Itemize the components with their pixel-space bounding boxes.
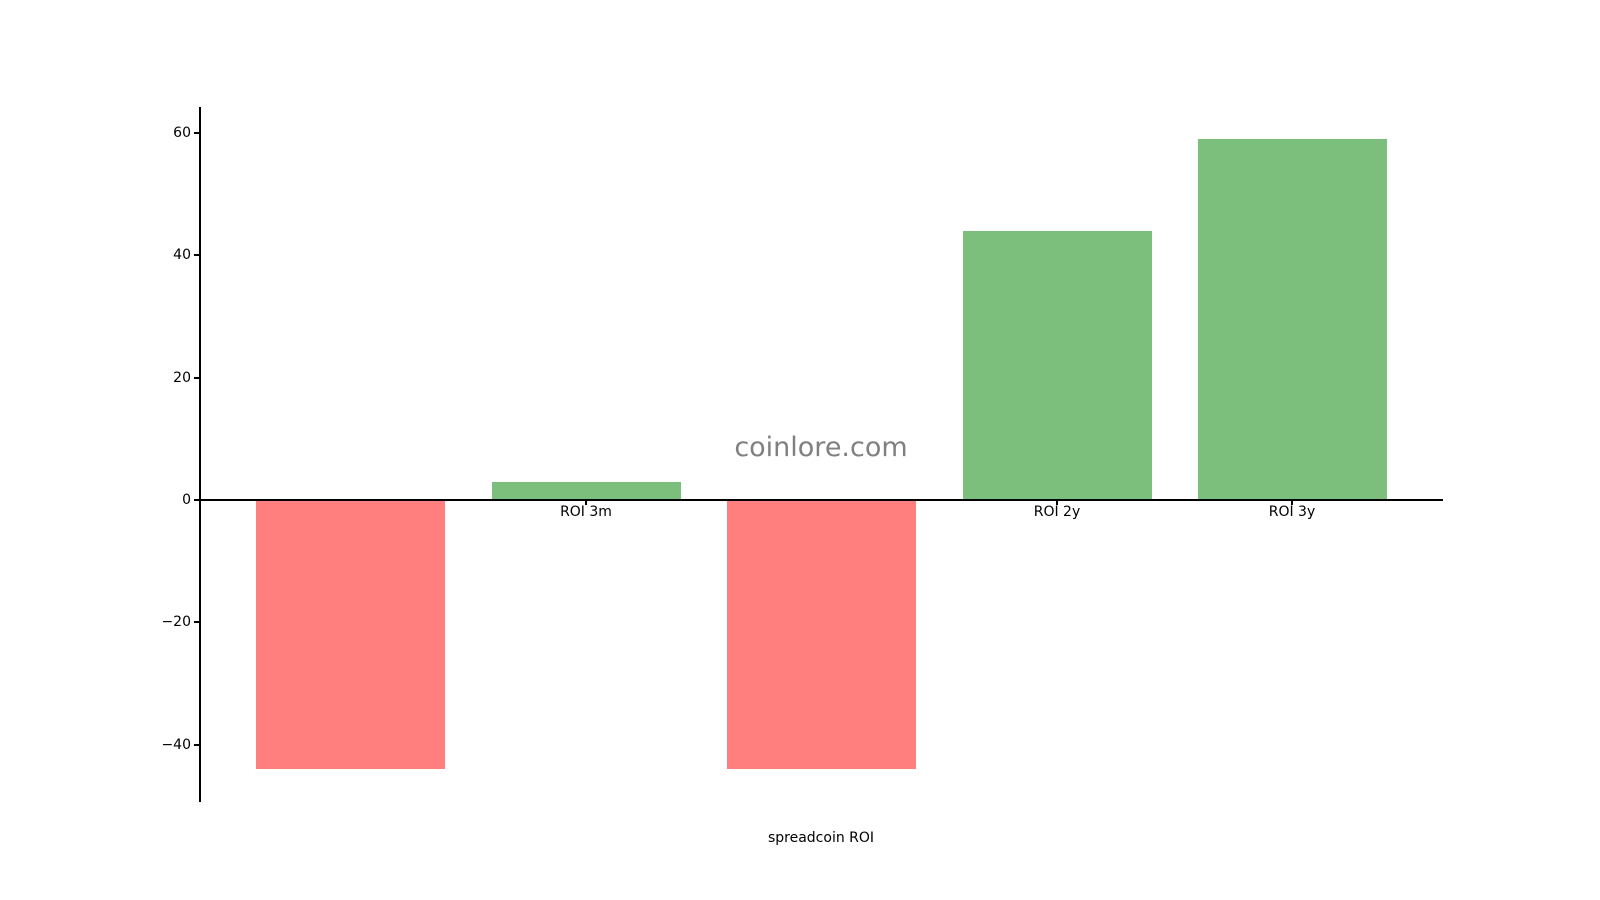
y-tick-mark <box>194 377 199 379</box>
y-tick-mark <box>194 254 199 256</box>
y-tick-mark <box>194 744 199 746</box>
y-tick-label: 60 <box>173 125 191 141</box>
y-tick-mark <box>194 621 199 623</box>
y-tick-label: 20 <box>173 370 191 386</box>
x-axis-title: spreadcoin ROI <box>767 830 875 846</box>
bar-ROI 2y <box>963 231 1152 500</box>
x-axis-zero-line <box>199 499 1443 501</box>
x-tick-label: ROI 2y <box>1033 504 1081 520</box>
bar-ROI 3y <box>1198 139 1387 500</box>
y-tick-label: −20 <box>161 614 191 630</box>
x-tick-mark <box>1291 501 1293 505</box>
y-tick-mark <box>194 132 199 134</box>
y-tick-mark <box>194 499 199 501</box>
x-tick-mark <box>585 501 587 505</box>
bar-roi-0 <box>256 500 445 769</box>
y-tick-label: 40 <box>173 247 191 263</box>
y-tick-label: 0 <box>182 492 191 508</box>
bar-ROI 3m <box>492 482 681 500</box>
x-tick-mark <box>1056 501 1058 505</box>
y-axis-spine <box>199 107 201 802</box>
watermark: coinlore.com <box>734 432 908 463</box>
y-tick-label: −40 <box>161 737 191 753</box>
bar-roi-2 <box>727 500 916 769</box>
x-tick-label: ROI 3y <box>1268 504 1316 520</box>
x-tick-label: ROI 3m <box>560 504 612 520</box>
